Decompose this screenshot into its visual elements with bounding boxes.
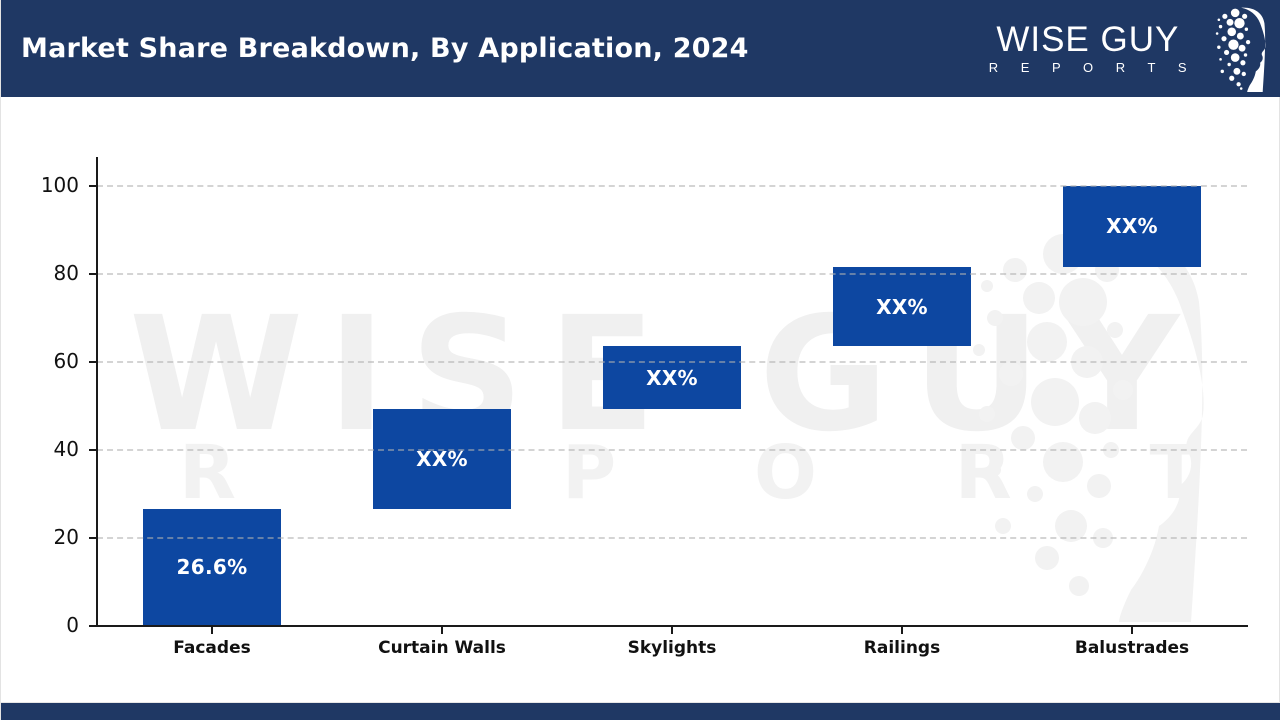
y-tick-label-0: 0: [66, 613, 79, 637]
gridline-80: [97, 272, 1247, 275]
logo-text: WISE GUY R E P O R T S: [989, 20, 1187, 76]
y-tick-80: [89, 272, 97, 275]
x-tick-4: [901, 627, 903, 634]
logo-reports-label: R E P O R T S: [988, 60, 1196, 75]
y-tick-100: [89, 184, 97, 187]
gridline-40: [97, 448, 1247, 451]
x-tick-1: [211, 627, 213, 634]
bar-balustrades: XX%: [1063, 185, 1201, 268]
x-tick-label-railings: Railings: [863, 638, 941, 658]
y-tick-40: [89, 448, 97, 451]
y-tick-0: [89, 625, 97, 627]
bar-value-label: XX%: [876, 294, 928, 319]
gridline-60: [97, 360, 1247, 363]
logo-wiseguy-label: WISE GUY: [996, 20, 1180, 59]
bar-value-label: XX%: [1106, 214, 1158, 239]
bar-skylights: XX%: [603, 345, 741, 410]
footer-bar: [1, 703, 1280, 720]
waterfall-chart: 26.6% XX% XX% XX% XX% 0 20 40 60 80 100 Facades Curt…: [1, 97, 1280, 703]
header-bar: Market Share Breakdown, By Application, …: [1, 0, 1280, 97]
x-tick-5: [1131, 627, 1133, 634]
page-title: Market Share Breakdown, By Application, …: [21, 33, 749, 64]
y-tick-label-80: 80: [53, 260, 79, 285]
bar-value-label: XX%: [646, 365, 698, 390]
bar-value-label: 26.6%: [176, 555, 248, 580]
y-tick-label-100: 100: [40, 172, 79, 197]
x-tick-label-balustrades: Balustrades: [1074, 638, 1190, 658]
x-axis: [95, 625, 1248, 627]
x-tick-2: [441, 627, 443, 634]
x-tick-label-skylights: Skylights: [627, 638, 717, 658]
watermark-head-icon: [973, 229, 1204, 622]
y-axis: [96, 157, 98, 626]
y-tick-label-60: 60: [53, 348, 79, 373]
gridline-100: [97, 184, 1247, 187]
x-tick-3: [671, 627, 673, 634]
x-tick-label-facades: Facades: [173, 638, 251, 658]
y-tick-20: [89, 536, 97, 539]
bar-value-label: XX%: [416, 447, 468, 472]
dotted-head-logo-icon: [1215, 7, 1266, 92]
wise-guy-reports-logo: WISE GUY R E P O R T S: [989, 6, 1280, 92]
bar-curtain-walls: XX%: [373, 409, 511, 509]
bar-railings: XX%: [833, 267, 971, 346]
gridline-20: [97, 536, 1247, 539]
watermark-reports-text: R E P O R T S: [179, 430, 1280, 516]
footer-divider: [1, 702, 1280, 703]
x-tick-label-curtain-walls: Curtain Walls: [378, 638, 506, 658]
y-tick-60: [89, 360, 97, 363]
y-tick-label-20: 20: [53, 524, 79, 549]
bar-facades: 26.6%: [143, 508, 281, 626]
y-tick-label-40: 40: [53, 436, 79, 461]
